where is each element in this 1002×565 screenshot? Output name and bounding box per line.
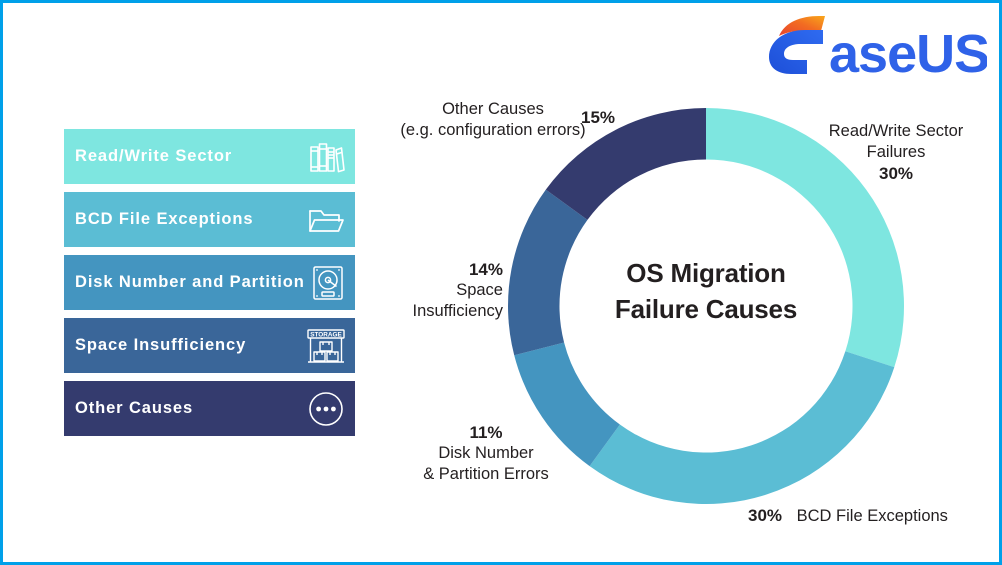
legend-item-label: Read/Write Sector — [75, 147, 233, 165]
legend-item-read-write-sector[interactable]: Read/Write Sector — [64, 129, 355, 184]
donut-slice[interactable] — [508, 189, 588, 356]
legend-item-label: Other Causes — [75, 399, 194, 417]
callout-disk-pct: 11% — [469, 423, 503, 442]
callout-other-causes-pct: 15% — [581, 108, 616, 127]
hard-disk-icon — [305, 260, 351, 306]
callout-disk-line-2: & Partition Errors — [423, 465, 549, 484]
legend-item-other-causes[interactable]: Other Causes — [64, 381, 355, 436]
callout-disk-line-1: Disk Number — [438, 444, 534, 463]
legend-item-bcd-file-exceptions[interactable]: BCD File Exceptions — [64, 192, 355, 247]
callout-rw-pct: 30% — [878, 163, 914, 183]
callout-bcd-label: BCD File Exceptions — [796, 507, 948, 525]
legend-item-space-insufficiency[interactable]: Space Insufficiency STORAGE — [64, 318, 355, 373]
chart-center-title: OS Migration Failure Causes — [556, 256, 856, 328]
svg-text:aseUS: aseUS — [829, 24, 987, 76]
callout-bcd-pct: 30% — [748, 506, 783, 525]
easeus-logo: aseUS — [765, 14, 990, 84]
donut-slice[interactable] — [514, 342, 620, 467]
legend-item-label: Space Insufficiency — [75, 336, 247, 354]
donut-slice[interactable] — [706, 108, 904, 368]
callout-read-write-sector: Read/Write Sector Failures 30% — [821, 121, 971, 184]
easeus-logo-mark: aseUS — [769, 16, 990, 84]
svg-text:STORAGE: STORAGE — [310, 331, 342, 338]
callout-other-line-1: Other Causes — [442, 100, 544, 118]
callout-space-insufficiency: 14% Space Insufficiency — [385, 259, 504, 322]
donut-chart-svg — [508, 108, 904, 504]
chart-title-line-2: Failure Causes — [614, 293, 798, 324]
donut-slice[interactable] — [545, 108, 706, 220]
callout-space-line-1: Space — [456, 281, 503, 300]
donut-slices — [508, 108, 904, 504]
legend: Read/Write Sector B — [64, 129, 355, 444]
callout-bcd-file-exceptions: 30% BCD File Exceptions — [748, 505, 948, 527]
callout-rw-line-1: Read/Write Sector — [828, 122, 964, 140]
folder-icon — [303, 197, 349, 243]
chart-title-line-1: OS Migration — [626, 258, 786, 288]
callout-disk-number: 11% Disk Number & Partition Errors — [395, 422, 577, 485]
callout-other-causes: Other Causes (e.g. configuration errors) — [377, 99, 609, 141]
three-dots-circle-icon — [303, 386, 349, 432]
donut-chart — [506, 106, 906, 506]
books-icon — [303, 134, 349, 180]
callout-space-pct: 14% — [468, 260, 503, 279]
storage-warehouse-icon: STORAGE — [303, 323, 349, 369]
callout-other-line-2: (e.g. configuration errors) — [400, 120, 586, 139]
callout-rw-line-2: Failures — [866, 142, 926, 161]
donut-slice[interactable] — [589, 351, 895, 504]
legend-item-label: BCD File Exceptions — [75, 210, 254, 228]
callout-space-line-2: Insufficiency — [412, 302, 504, 321]
legend-item-label: Disk Number and Partition — [75, 273, 305, 291]
legend-item-disk-number-and-partition[interactable]: Disk Number and Partition — [64, 255, 355, 310]
